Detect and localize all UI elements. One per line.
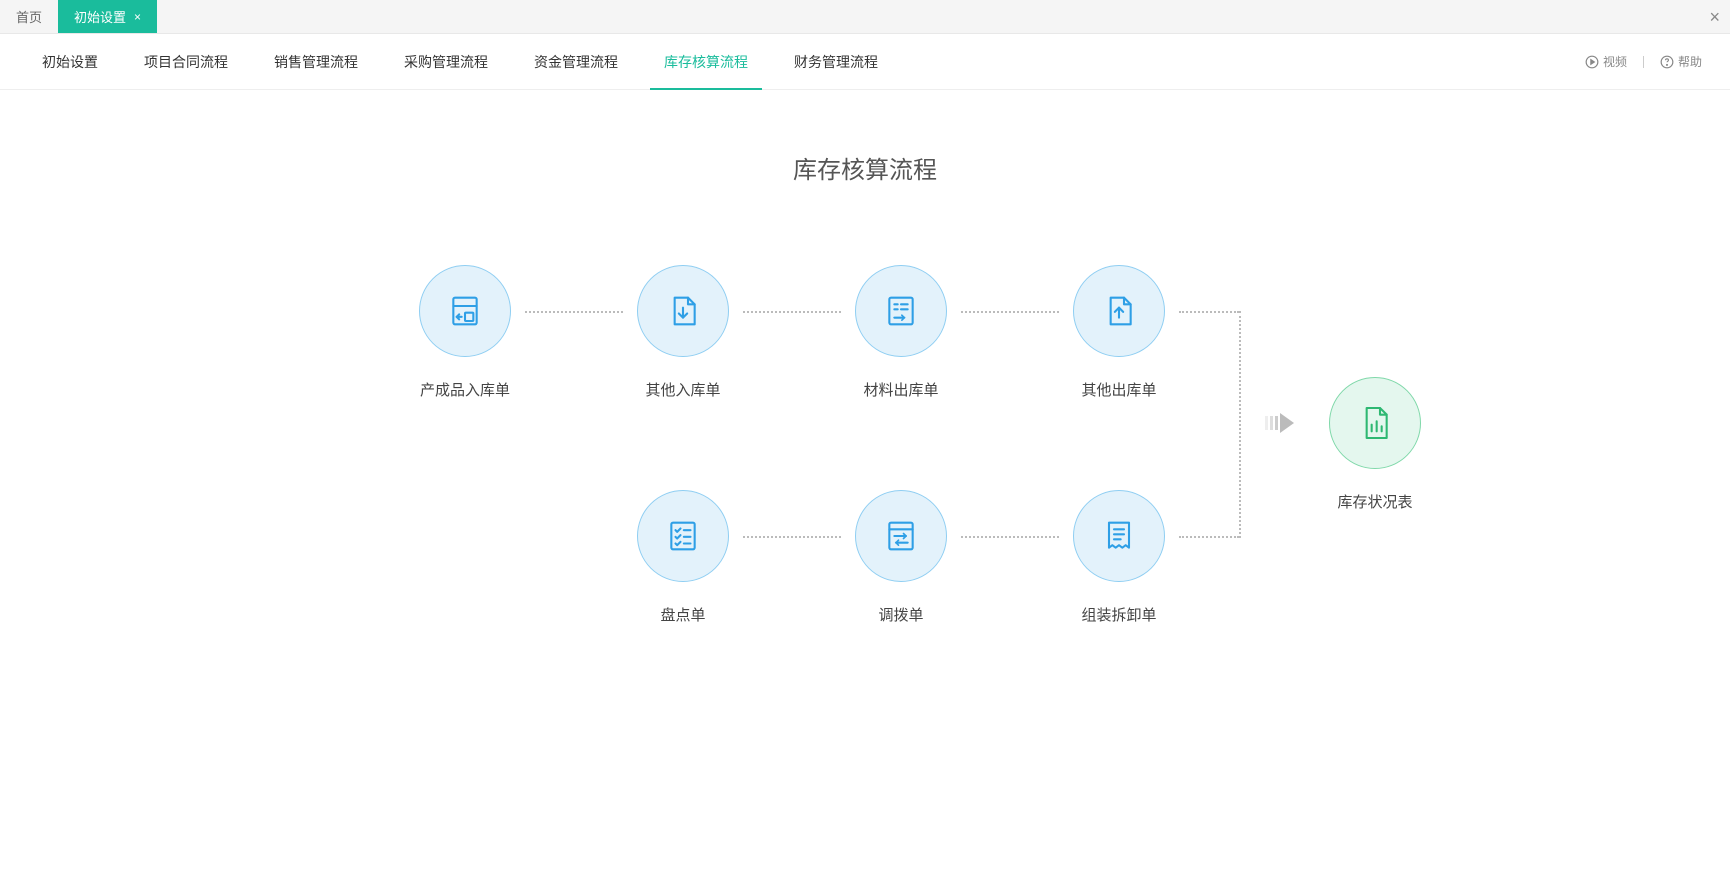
node-circle bbox=[1073, 490, 1165, 582]
page-title: 库存核算流程 bbox=[0, 150, 1730, 185]
help-circle-icon bbox=[1660, 55, 1674, 69]
node-circle bbox=[637, 490, 729, 582]
sub-nav: 初始设置 项目合同流程 销售管理流程 采购管理流程 资金管理流程 库存核算流程 … bbox=[0, 34, 1730, 90]
node-circle bbox=[855, 490, 947, 582]
upload-doc-icon bbox=[1099, 291, 1139, 331]
connector bbox=[1179, 536, 1239, 538]
top-tab-active-label: 初始设置 bbox=[74, 7, 126, 26]
tab-project-contract[interactable]: 项目合同流程 bbox=[130, 34, 242, 90]
node-circle bbox=[419, 265, 511, 357]
play-circle-icon bbox=[1585, 55, 1599, 69]
top-tab-initial-settings[interactable]: 初始设置 × bbox=[58, 0, 157, 33]
video-label: 视频 bbox=[1603, 53, 1627, 70]
node-assembly-disassembly[interactable]: 组装拆卸单 bbox=[1059, 490, 1179, 625]
top-tab-home-label: 首页 bbox=[16, 7, 42, 26]
node-other-outbound[interactable]: 其他出库单 bbox=[1059, 265, 1179, 400]
connector bbox=[1179, 311, 1239, 313]
top-tab-bar: 首页 初始设置 × × bbox=[0, 0, 1730, 34]
window-controls: × bbox=[1709, 0, 1720, 34]
download-doc-icon bbox=[663, 291, 703, 331]
node-label: 调拨单 bbox=[841, 604, 961, 625]
help-link[interactable]: 帮助 bbox=[1660, 53, 1702, 70]
connector bbox=[961, 311, 1059, 313]
video-link[interactable]: 视频 bbox=[1585, 53, 1627, 70]
list-arrow-icon bbox=[881, 291, 921, 331]
checklist-icon bbox=[663, 516, 703, 556]
node-circle bbox=[637, 265, 729, 357]
window-close-icon[interactable]: × bbox=[1709, 7, 1720, 28]
node-circle bbox=[855, 265, 947, 357]
close-icon[interactable]: × bbox=[134, 10, 141, 24]
tab-fund-management[interactable]: 资金管理流程 bbox=[520, 34, 632, 90]
node-label: 其他出库单 bbox=[1059, 379, 1179, 400]
tab-inventory-accounting[interactable]: 库存核算流程 bbox=[650, 34, 762, 90]
connector bbox=[961, 536, 1059, 538]
node-label: 盘点单 bbox=[623, 604, 743, 625]
tab-initial-settings[interactable]: 初始设置 bbox=[28, 34, 112, 90]
node-label: 库存状况表 bbox=[1315, 491, 1435, 512]
divider bbox=[1643, 56, 1644, 68]
node-label: 产成品入库单 bbox=[405, 379, 525, 400]
node-material-outbound[interactable]: 材料出库单 bbox=[841, 265, 961, 400]
node-label: 组装拆卸单 bbox=[1059, 604, 1179, 625]
node-transfer[interactable]: 调拨单 bbox=[841, 490, 961, 625]
flow-arrow-icon bbox=[1265, 413, 1294, 433]
connector bbox=[525, 311, 623, 313]
inbound-goods-icon bbox=[445, 291, 485, 331]
flow-diagram: 产成品入库单 其他入库单 材料出库单 bbox=[165, 265, 1565, 765]
tab-sales-management[interactable]: 销售管理流程 bbox=[260, 34, 372, 90]
report-chart-icon bbox=[1355, 403, 1395, 443]
connector bbox=[743, 311, 841, 313]
node-finished-goods-inbound[interactable]: 产成品入库单 bbox=[405, 265, 525, 400]
connector bbox=[1239, 311, 1241, 538]
node-inventory-report[interactable]: 库存状况表 bbox=[1315, 377, 1435, 512]
node-other-inbound[interactable]: 其他入库单 bbox=[623, 265, 743, 400]
connector bbox=[743, 536, 841, 538]
sub-nav-actions: 视频 帮助 bbox=[1585, 53, 1702, 70]
node-label: 材料出库单 bbox=[841, 379, 961, 400]
tab-financial-management[interactable]: 财务管理流程 bbox=[780, 34, 892, 90]
transfer-icon bbox=[881, 516, 921, 556]
node-circle bbox=[1329, 377, 1421, 469]
help-label: 帮助 bbox=[1678, 53, 1702, 70]
node-circle bbox=[1073, 265, 1165, 357]
node-inventory-check[interactable]: 盘点单 bbox=[623, 490, 743, 625]
top-tab-home[interactable]: 首页 bbox=[0, 0, 58, 33]
tab-purchase-management[interactable]: 采购管理流程 bbox=[390, 34, 502, 90]
node-label: 其他入库单 bbox=[623, 379, 743, 400]
receipt-icon bbox=[1099, 516, 1139, 556]
